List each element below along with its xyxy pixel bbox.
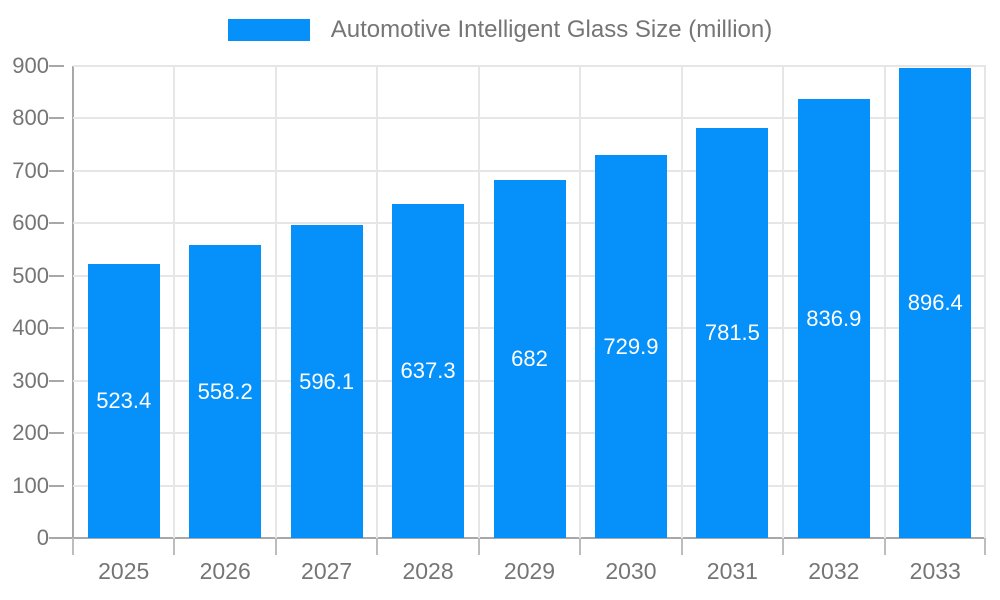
plot-area: 0 100 200 300 400 500 600 700 800 900 523.4 2025 558… — [12, 53, 986, 584]
y-axis-tick — [49, 222, 64, 225]
y-axis-label: 300 — [12, 367, 49, 393]
y-axis-label: 500 — [12, 262, 49, 288]
x-axis-tick — [376, 538, 378, 555]
y-axis-label: 600 — [12, 210, 49, 236]
y-axis-tick — [49, 484, 64, 487]
y-axis-tick — [49, 432, 64, 435]
x-axis-tick — [681, 538, 683, 555]
bar-2028[interactable] — [392, 203, 465, 538]
x-axis-label: 2027 — [301, 558, 353, 584]
bar-2032[interactable] — [797, 99, 870, 538]
gridline-vertical — [275, 66, 277, 538]
legend: Automotive Intelligent Glass Size (milli… — [0, 16, 1000, 44]
y-axis-line — [72, 66, 74, 538]
gridline-vertical — [681, 66, 683, 538]
bar-2029[interactable] — [493, 180, 566, 538]
x-axis-label: 2025 — [98, 558, 150, 584]
y-axis-label: 0 — [36, 525, 49, 550]
gridline-vertical — [376, 66, 378, 538]
y-axis-tick — [49, 117, 64, 120]
x-axis-tick — [884, 538, 886, 555]
x-axis-tick — [72, 538, 74, 555]
y-axis-label: 200 — [12, 420, 49, 446]
legend-swatch — [227, 19, 310, 41]
x-axis-label: 2030 — [605, 558, 657, 584]
x-axis-tick — [275, 538, 277, 555]
gridline-horizontal — [73, 65, 986, 67]
x-axis-tick — [579, 538, 581, 555]
y-axis-tick — [49, 65, 64, 67]
x-axis-label: 2031 — [706, 558, 758, 584]
y-axis-label: 400 — [12, 315, 49, 341]
bar-2026[interactable] — [189, 245, 262, 538]
y-axis-tick — [49, 327, 64, 330]
bar-2033[interactable] — [899, 67, 972, 538]
gridline-vertical — [478, 66, 480, 538]
bar-2031[interactable] — [696, 128, 769, 538]
gridline-vertical — [173, 66, 175, 538]
bar-2027[interactable] — [290, 225, 363, 538]
x-axis-label: 2033 — [909, 558, 961, 584]
y-axis-label: 900 — [12, 53, 49, 78]
x-axis-tick — [173, 538, 175, 555]
bar-value-label: 682 — [511, 346, 548, 372]
legend-label: Automotive Intelligent Glass Size (milli… — [330, 16, 773, 43]
bar-value-label: 781.5 — [704, 320, 760, 346]
x-axis-label: 2028 — [402, 558, 454, 584]
bar-value-label: 896.4 — [907, 289, 963, 315]
bar-value-label: 523.4 — [96, 387, 152, 413]
bar-value-label: 729.9 — [603, 333, 659, 359]
gridline-vertical — [984, 66, 986, 538]
bar-2030[interactable] — [594, 155, 667, 538]
y-axis-tick — [49, 379, 64, 382]
x-axis-label: 2032 — [808, 558, 860, 584]
gridline-vertical — [884, 66, 886, 538]
bar-value-label: 596.1 — [299, 368, 355, 394]
y-axis-label: 800 — [12, 105, 49, 131]
bar-value-label: 558.2 — [197, 378, 253, 404]
y-axis-label: 100 — [12, 472, 49, 498]
bar-value-label: 836.9 — [806, 305, 862, 331]
y-axis-tick — [49, 274, 64, 277]
legend-item[interactable]: Automotive Intelligent Glass Size (milli… — [227, 16, 773, 44]
gridline-vertical — [579, 66, 581, 538]
y-axis-label: 700 — [12, 157, 49, 183]
gridline-horizontal — [73, 169, 986, 172]
x-axis-tick — [478, 538, 480, 555]
gridline-horizontal — [73, 117, 986, 120]
y-axis-tick — [49, 169, 64, 172]
x-axis-label: 2029 — [503, 558, 556, 584]
bar-value-label: 637.3 — [400, 357, 456, 383]
bar-2025[interactable] — [87, 263, 160, 538]
x-axis-line — [54, 537, 986, 539]
x-axis-tick — [782, 538, 784, 555]
gridline-vertical — [782, 66, 784, 538]
x-axis-tick — [984, 538, 986, 555]
x-axis-label: 2026 — [199, 558, 251, 584]
y-axis-tick — [49, 537, 64, 539]
